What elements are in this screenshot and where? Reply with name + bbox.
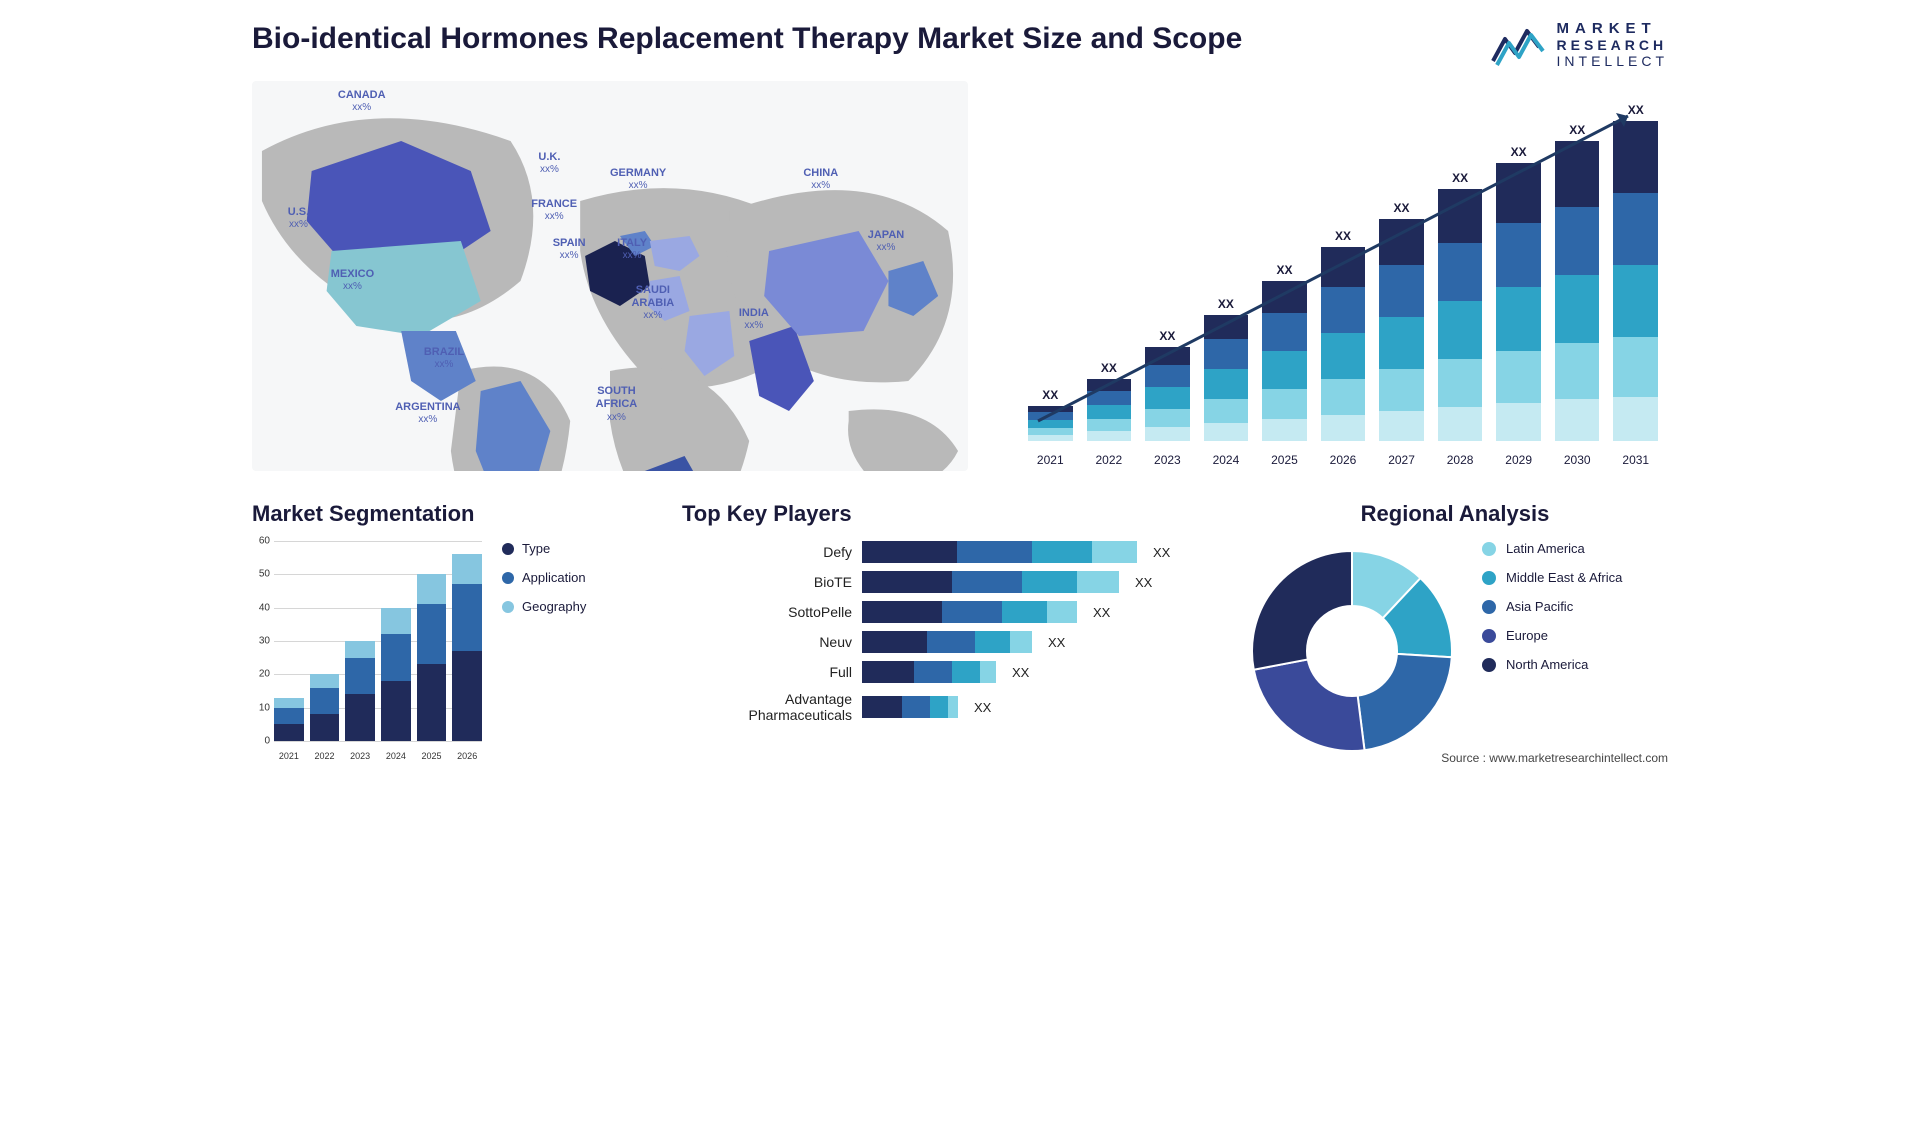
growth-bar: XX — [1204, 297, 1249, 441]
growth-bar: XX — [1438, 171, 1483, 441]
segmentation-bar — [417, 574, 447, 741]
legend-item: Europe — [1482, 628, 1622, 643]
growth-bar: XX — [1028, 388, 1073, 441]
regional-panel: Regional Analysis Latin America Middle Ea… — [1242, 501, 1668, 761]
player-row: DefyXX — [682, 541, 1212, 563]
map-label: FRANCExx% — [531, 198, 577, 223]
map-label: U.K.xx% — [538, 151, 560, 176]
source-text: Source : www.marketresearchintellect.com — [1441, 751, 1668, 765]
growth-bar: XX — [1555, 123, 1600, 441]
players-panel: Top Key Players DefyXX BioTEXX SottoPelleX… — [682, 501, 1212, 761]
map-label: INDIAxx% — [739, 307, 769, 332]
player-row: FullXX — [682, 661, 1212, 683]
map-label: CANADAxx% — [338, 89, 386, 114]
segmentation-bar — [274, 698, 304, 741]
page-title: Bio-identical Hormones Replacement Thera… — [252, 20, 1242, 58]
segmentation-title: Market Segmentation — [252, 501, 652, 527]
map-label: SAUDIARABIAxx% — [631, 284, 674, 322]
logo: MARKET RESEARCH INTELLECT — [1491, 20, 1668, 69]
legend-item: Asia Pacific — [1482, 599, 1622, 614]
segmentation-chart: 0102030405060 202120222023202420252026 — [252, 541, 482, 761]
legend-item: North America — [1482, 657, 1622, 672]
segmentation-bar — [381, 608, 411, 741]
growth-bar: XX — [1262, 263, 1307, 441]
growth-bar: XX — [1496, 145, 1541, 441]
legend-item: Application — [502, 570, 586, 585]
map-label: JAPANxx% — [868, 229, 904, 254]
map-label: SPAINxx% — [553, 237, 586, 262]
segmentation-bar — [452, 554, 482, 741]
growth-bar: XX — [1087, 361, 1132, 441]
header: Bio-identical Hormones Replacement Thera… — [252, 20, 1668, 69]
regional-title: Regional Analysis — [1242, 501, 1668, 527]
map-label: MEXICOxx% — [331, 268, 374, 293]
logo-icon — [1491, 21, 1547, 69]
growth-bar: XX — [1145, 329, 1190, 441]
map-label: CHINAxx% — [803, 167, 838, 192]
logo-text: MARKET RESEARCH INTELLECT — [1557, 20, 1668, 69]
map-label: ARGENTINAxx% — [395, 401, 460, 426]
player-row: Advantage PharmaceuticalsXX — [682, 691, 1212, 723]
world-map: CANADAxx% U.S.xx% MEXICOxx% BRAZILxx% ARGENT… — [252, 81, 968, 471]
player-row: SottoPelleXX — [682, 601, 1212, 623]
growth-chart: XXXXXXXXXXXXXXXXXXXXXX 20212022202320242… — [988, 81, 1668, 471]
players-title: Top Key Players — [682, 501, 1212, 527]
growth-bar: XX — [1613, 103, 1658, 441]
regional-donut — [1242, 541, 1462, 761]
map-label: BRAZILxx% — [424, 346, 464, 371]
segmentation-bar — [345, 641, 375, 741]
player-row: BioTEXX — [682, 571, 1212, 593]
growth-bar: XX — [1379, 201, 1424, 441]
segmentation-legend: Type Application Geography — [502, 541, 586, 761]
map-label: U.S.xx% — [288, 206, 309, 231]
map-label: SOUTHAFRICAxx% — [596, 385, 638, 423]
legend-item: Latin America — [1482, 541, 1622, 556]
regional-legend: Latin America Middle East & Africa Asia Pa… — [1482, 541, 1622, 761]
legend-item: Geography — [502, 599, 586, 614]
legend-item: Middle East & Africa — [1482, 570, 1622, 585]
map-label: GERMANYxx% — [610, 167, 666, 192]
map-label: ITALYxx% — [617, 237, 647, 262]
growth-bar: XX — [1321, 229, 1366, 441]
segmentation-panel: Market Segmentation 0102030405060 202120… — [252, 501, 652, 761]
segmentation-bar — [310, 674, 340, 741]
player-row: NeuvXX — [682, 631, 1212, 653]
legend-item: Type — [502, 541, 586, 556]
